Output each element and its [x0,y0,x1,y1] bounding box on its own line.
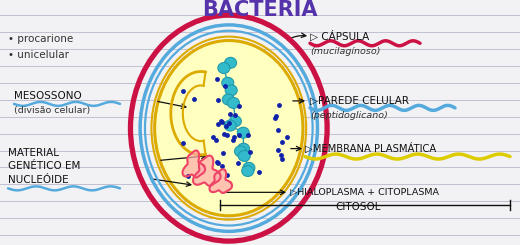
Polygon shape [210,169,232,193]
Ellipse shape [237,127,249,138]
Ellipse shape [238,143,250,154]
Text: (peptidoglicano): (peptidoglicano) [310,111,388,120]
Polygon shape [193,156,220,186]
Text: MESOSSONO: MESOSSONO [14,91,82,101]
Text: • unicelular: • unicelular [8,50,69,60]
Ellipse shape [223,94,235,105]
Text: ▷HIALOPLASMA + CITOPLASMA: ▷HIALOPLASMA + CITOPLASMA [290,188,439,197]
Text: GENÉTICO EM: GENÉTICO EM [8,161,81,172]
Ellipse shape [225,85,237,96]
Text: (divisão celular): (divisão celular) [14,106,90,115]
Ellipse shape [227,98,239,109]
Text: ▷MEMBRANA PLASMÁTICA: ▷MEMBRANA PLASMÁTICA [305,143,436,154]
Text: ▷PAREDE CELULAR: ▷PAREDE CELULAR [310,96,409,106]
Ellipse shape [224,120,236,131]
Ellipse shape [225,57,237,68]
Polygon shape [183,150,205,177]
Text: NUCLEÓIDE: NUCLEÓIDE [8,175,69,185]
Text: MATERIAL: MATERIAL [8,147,59,158]
Ellipse shape [235,146,246,157]
Text: • procarione: • procarione [8,34,73,44]
Text: ▷ CÁPSULA: ▷ CÁPSULA [310,31,369,42]
Text: CITOSOL: CITOSOL [335,202,381,212]
Ellipse shape [242,166,254,176]
Text: BACTÉRIA: BACTÉRIA [202,0,318,20]
Ellipse shape [238,150,250,161]
Ellipse shape [154,40,303,216]
Ellipse shape [229,116,241,127]
Ellipse shape [243,162,255,173]
Text: (mucilagínoso): (mucilagínoso) [310,47,381,56]
Ellipse shape [218,62,230,74]
Ellipse shape [222,77,234,88]
